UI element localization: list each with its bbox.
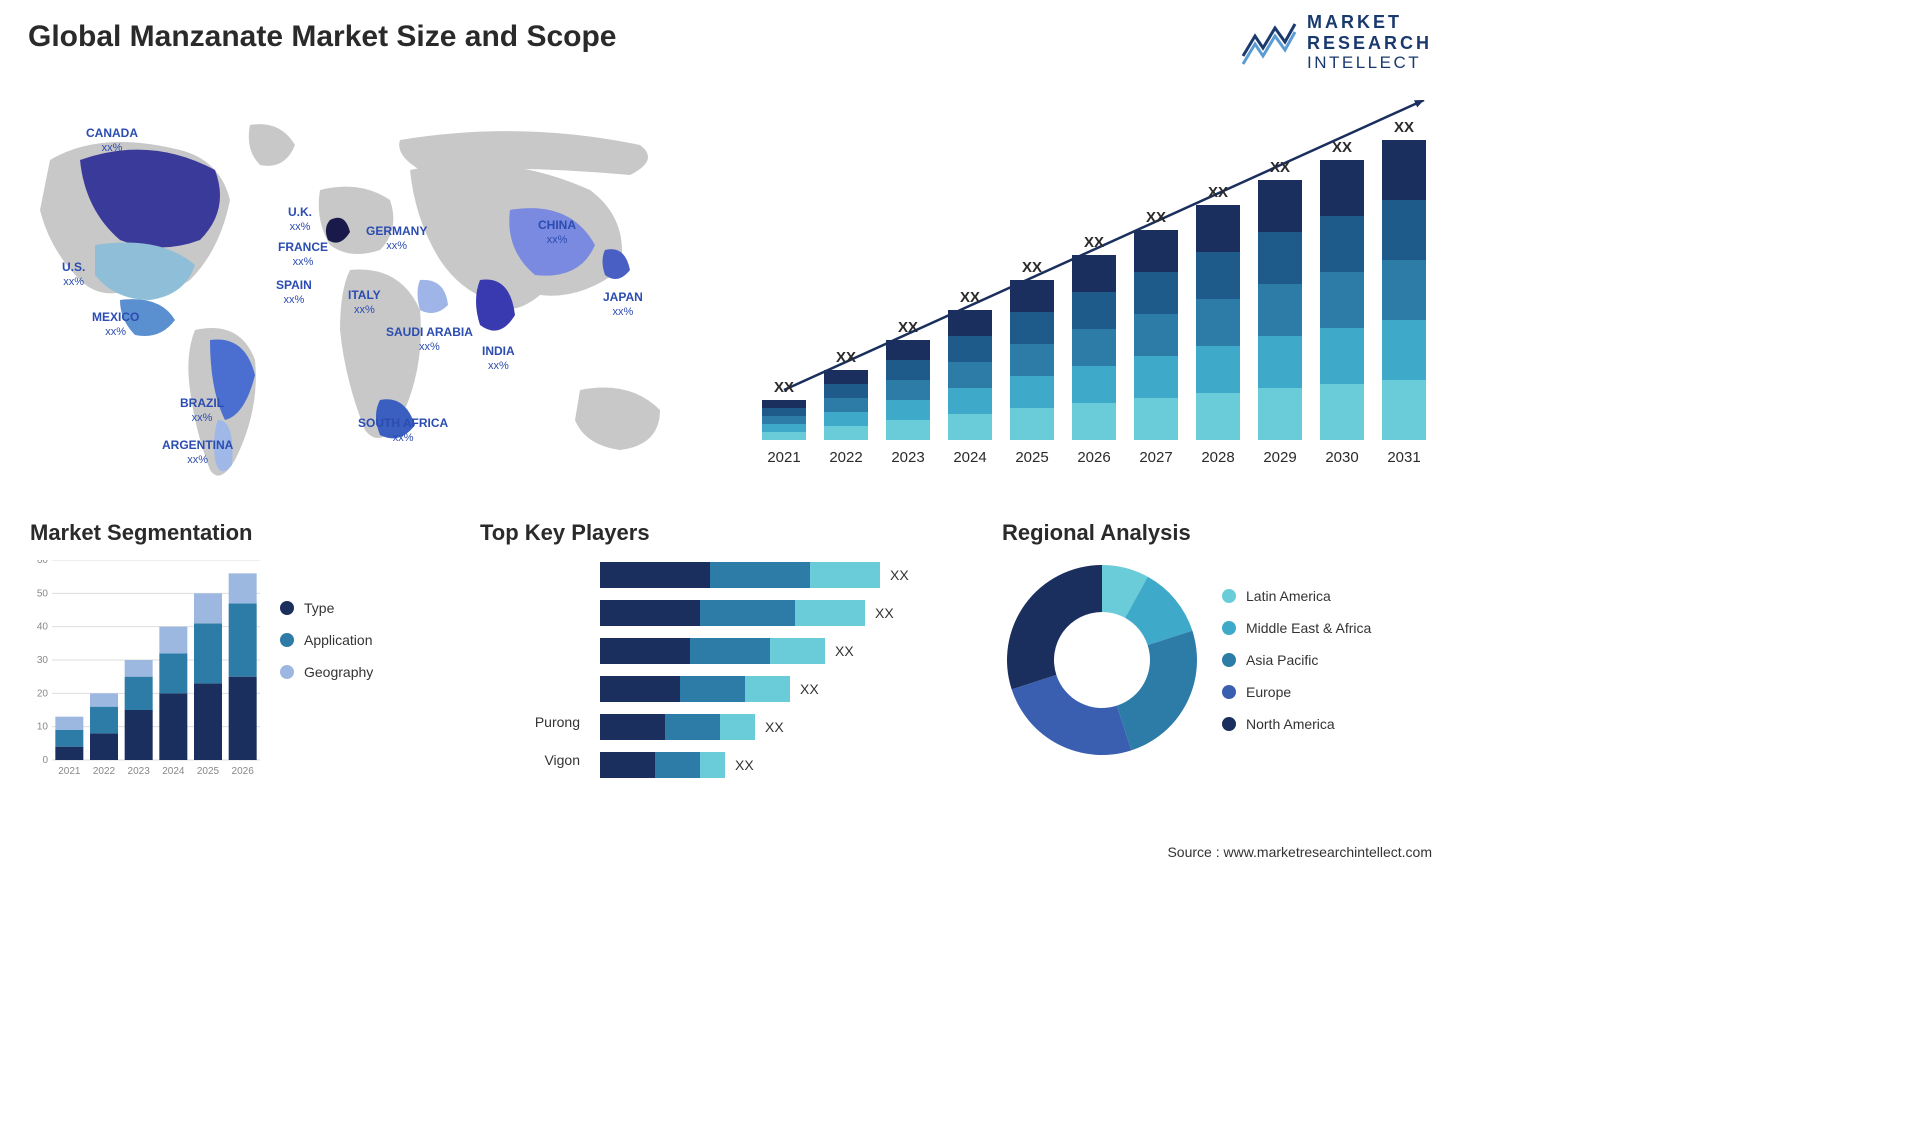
svg-text:2023: 2023 — [128, 766, 151, 777]
svg-text:0: 0 — [42, 755, 48, 766]
country-label-uk: U.K.xx% — [288, 205, 312, 235]
svg-text:2021: 2021 — [767, 449, 800, 466]
keyplayers-section: Top Key Players XX XX XX XX Purong XX Vigon XX — [480, 520, 960, 800]
segmentation-title: Market Segmentation — [30, 520, 460, 546]
country-label-argentina: ARGENTINAxx% — [162, 438, 233, 468]
svg-text:XX: XX — [774, 379, 794, 396]
svg-text:40: 40 — [37, 622, 49, 633]
country-label-spain: SPAINxx% — [276, 278, 312, 308]
keyplayers-title: Top Key Players — [480, 520, 960, 546]
svg-text:XX: XX — [1270, 159, 1290, 176]
keyplayer-label: Purong — [480, 714, 590, 730]
country-label-japan: JAPANxx% — [603, 290, 643, 320]
svg-text:2029: 2029 — [1263, 449, 1296, 466]
svg-text:XX: XX — [1084, 234, 1104, 251]
country-label-brazil: BRAZILxx% — [180, 396, 224, 426]
svg-text:XX: XX — [836, 349, 856, 366]
country-label-france: FRANCExx% — [278, 240, 328, 270]
svg-text:2023: 2023 — [891, 449, 924, 466]
svg-text:2031: 2031 — [1387, 449, 1420, 466]
world-map: CANADAxx% U.S.xx% MEXICOxx% BRAZILxx% ARGENT… — [20, 100, 720, 500]
regional-legend-item: Asia Pacific — [1222, 652, 1371, 668]
svg-text:XX: XX — [1022, 259, 1042, 276]
svg-text:20: 20 — [37, 688, 49, 699]
segmentation-chart: 0 10 20 30 40 50 60 2021 2022 2023 2024 2025 2026 — [30, 560, 260, 800]
svg-text:XX: XX — [1332, 139, 1352, 156]
keyplayers-chart: XX XX XX XX Purong XX Vigon XX — [480, 560, 950, 800]
svg-text:60: 60 — [37, 560, 49, 566]
country-label-china: CHINAxx% — [538, 218, 576, 248]
keyplayer-row: XX — [600, 712, 950, 742]
keyplayer-row: XX — [600, 560, 950, 590]
segmentation-legend-item: Type — [280, 600, 373, 616]
growth-chart-svg: XX 2021 XX 2022 XX 2023 XX 2024 XX 2025 XX 2026 XX 20… — [752, 100, 1432, 480]
country-label-canada: CANADAxx% — [86, 126, 138, 156]
keyplayer-row: XX — [600, 598, 950, 628]
country-label-us: U.S.xx% — [62, 260, 85, 290]
svg-text:2022: 2022 — [829, 449, 862, 466]
svg-text:2024: 2024 — [162, 766, 185, 777]
regional-title: Regional Analysis — [1002, 520, 1432, 546]
country-label-southafrica: SOUTH AFRICAxx% — [358, 416, 448, 446]
svg-text:2027: 2027 — [1139, 449, 1172, 466]
logo-line2: RESEARCH — [1307, 33, 1432, 54]
svg-text:XX: XX — [898, 319, 918, 336]
svg-text:2024: 2024 — [953, 449, 986, 466]
brand-logo: MARKET RESEARCH INTELLECT — [1241, 12, 1432, 73]
svg-text:2028: 2028 — [1201, 449, 1234, 466]
svg-text:XX: XX — [1208, 184, 1228, 201]
keyplayer-row: XX — [600, 750, 950, 780]
svg-text:XX: XX — [960, 289, 980, 306]
svg-text:10: 10 — [37, 722, 49, 733]
page-title: Global Manzanate Market Size and Scope — [28, 20, 617, 54]
regional-legend-item: Latin America — [1222, 588, 1371, 604]
segmentation-legend-item: Geography — [280, 664, 373, 680]
svg-text:2026: 2026 — [1077, 449, 1110, 466]
country-label-germany: GERMANYxx% — [366, 224, 427, 254]
logo-line3: INTELLECT — [1307, 53, 1432, 73]
regional-legend-item: North America — [1222, 716, 1371, 732]
svg-text:XX: XX — [1394, 119, 1414, 136]
keyplayer-row: XX — [600, 674, 950, 704]
regional-legend: Latin America Middle East & Africa Asia Pa… — [1222, 588, 1371, 732]
svg-text:2025: 2025 — [1015, 449, 1048, 466]
country-label-saudiarabia: SAUDI ARABIAxx% — [386, 325, 473, 355]
source-footer: Source : www.marketresearchintellect.com — [1167, 844, 1432, 860]
segmentation-section: Market Segmentation 0 10 20 30 40 50 60 2021 202… — [30, 520, 460, 800]
logo-icon — [1241, 16, 1297, 68]
svg-text:2026: 2026 — [232, 766, 255, 777]
svg-text:XX: XX — [1146, 209, 1166, 226]
regional-section: Regional Analysis Latin America Middle Ea… — [1002, 520, 1432, 760]
segmentation-legend: Type Application Geography — [280, 560, 373, 800]
segmentation-legend-item: Application — [280, 632, 373, 648]
logo-line1: MARKET — [1307, 12, 1432, 33]
svg-text:50: 50 — [37, 588, 49, 599]
regional-legend-item: Middle East & Africa — [1222, 620, 1371, 636]
svg-text:2025: 2025 — [197, 766, 220, 777]
country-label-mexico: MEXICOxx% — [92, 310, 139, 340]
country-label-india: INDIAxx% — [482, 344, 515, 374]
country-label-italy: ITALYxx% — [348, 288, 381, 318]
svg-text:2030: 2030 — [1325, 449, 1358, 466]
regional-donut — [1002, 560, 1202, 760]
keyplayer-label: Vigon — [480, 752, 590, 768]
svg-text:2022: 2022 — [93, 766, 116, 777]
regional-legend-item: Europe — [1222, 684, 1371, 700]
svg-text:30: 30 — [37, 655, 49, 666]
svg-text:2021: 2021 — [58, 766, 81, 777]
keyplayer-row: XX — [600, 636, 950, 666]
growth-chart: XX 2021 XX 2022 XX 2023 XX 2024 XX 2025 XX 2026 XX 20… — [752, 100, 1432, 480]
